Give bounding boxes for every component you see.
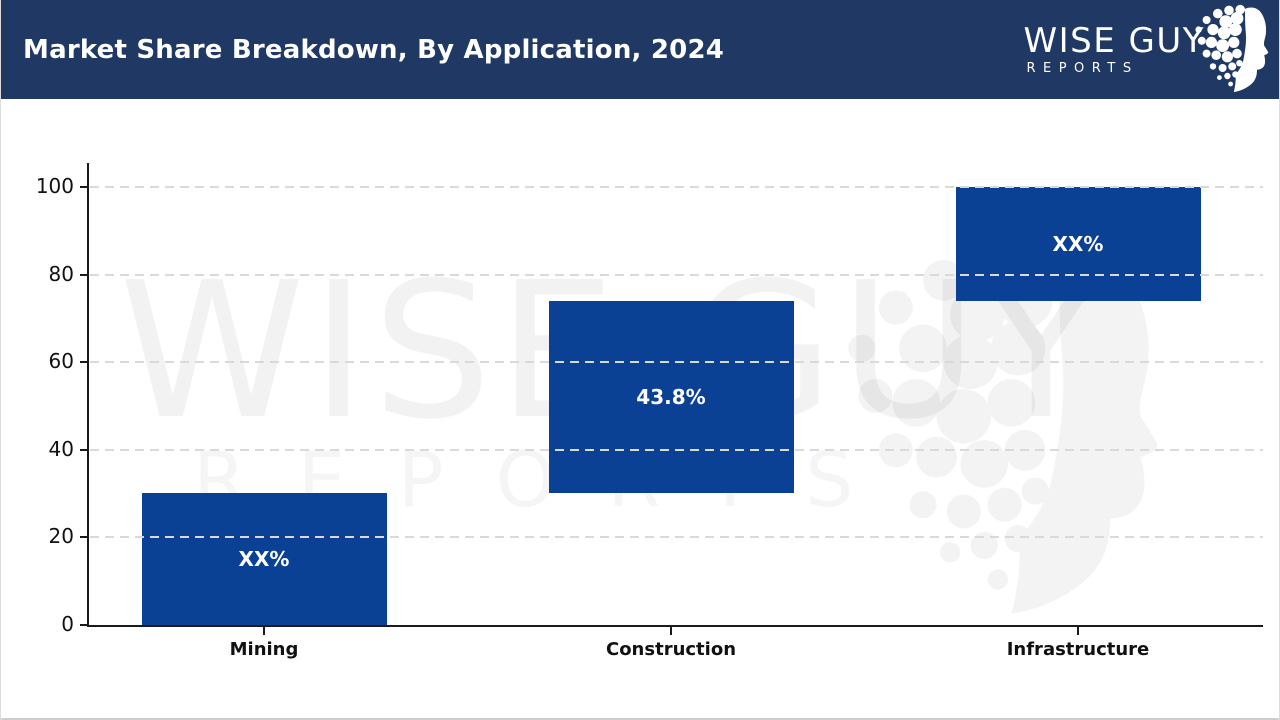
header-band: Market Share Breakdown, By Application, … bbox=[1, 0, 1279, 99]
x-tickmark-mining bbox=[263, 627, 265, 635]
x-tickmark-infrastructure bbox=[1077, 627, 1079, 635]
bar-value-label-infrastructure: XX% bbox=[1052, 231, 1104, 256]
y-tickmark-0 bbox=[80, 624, 88, 626]
bar-value-label-construction: 43.8% bbox=[636, 384, 706, 409]
brand-subname: REPORTS bbox=[1026, 61, 1139, 76]
x-tickmark-construction bbox=[670, 627, 672, 635]
bar-value-label-mining: XX% bbox=[238, 546, 290, 571]
y-tickmark-60 bbox=[80, 361, 88, 364]
bar-construction: 43.8% bbox=[548, 300, 794, 493]
brand-name: WISE GUY bbox=[1023, 21, 1205, 61]
y-tick-label-80: 80 bbox=[48, 261, 74, 286]
gridline-60 bbox=[90, 361, 1263, 364]
y-tick-label-0: 0 bbox=[61, 612, 74, 636]
y-tickmark-20 bbox=[80, 536, 88, 539]
y-tick-label-40: 40 bbox=[48, 436, 74, 461]
y-tickmark-100 bbox=[80, 186, 88, 188]
y-tick-label-100: 100 bbox=[35, 174, 74, 198]
gridline-80 bbox=[90, 273, 1263, 276]
category-label-construction: Construction bbox=[605, 639, 737, 660]
logo-head-dots-icon bbox=[1195, 4, 1269, 92]
x-axis-line bbox=[87, 625, 1263, 627]
brand-logo: WISE GUY REPORTS bbox=[1023, 4, 1269, 96]
bar-infrastructure: XX% bbox=[955, 187, 1201, 301]
page-title: Market Share Breakdown, By Application, … bbox=[23, 34, 725, 65]
category-label-mining: Mining bbox=[229, 639, 299, 660]
y-tick-label-60: 60 bbox=[48, 349, 74, 374]
brand-logo-text: WISE GUY REPORTS bbox=[1023, 24, 1205, 75]
gridline-20 bbox=[90, 536, 1263, 539]
y-tickmark-40 bbox=[80, 448, 88, 451]
gridline-100 bbox=[90, 186, 1263, 188]
bottom-divider bbox=[1, 718, 1279, 720]
y-tick-label-20: 20 bbox=[48, 524, 74, 549]
category-label-infrastructure: Infrastructure bbox=[1006, 639, 1150, 660]
bar-mining: XX% bbox=[141, 492, 387, 625]
y-tickmark-80 bbox=[80, 273, 88, 276]
gridline-40 bbox=[90, 448, 1263, 451]
y-axis-line bbox=[87, 163, 89, 627]
